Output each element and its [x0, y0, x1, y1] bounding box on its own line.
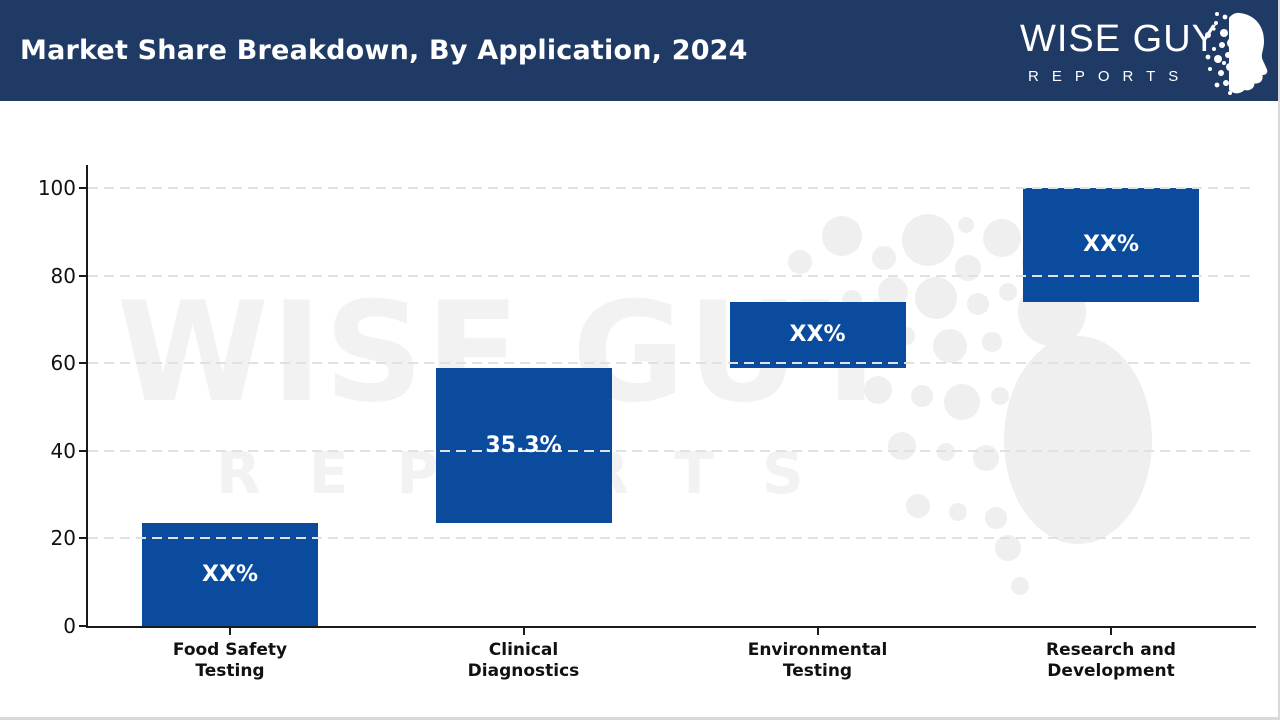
- y-tick-mark-40: [79, 449, 88, 452]
- bar-value-label-clinical-diagnostics: 35.3%: [485, 432, 562, 458]
- x-tick-mark-research-and-development: [1110, 628, 1112, 635]
- x-axis-label-line: Research and: [1046, 640, 1176, 660]
- x-tick-mark-environmental-testing: [816, 628, 819, 635]
- gridline-60: [88, 362, 1254, 365]
- y-tick-label-20: 20: [50, 526, 76, 551]
- gridline-40: [88, 449, 1254, 452]
- x-tick-mark-food-safety-testing: [229, 628, 231, 635]
- y-axis-line: [86, 165, 88, 628]
- bar-clinical-diagnostics: [435, 368, 612, 524]
- x-axis-label-line: Testing: [782, 661, 853, 681]
- y-tick-mark-0: [79, 625, 88, 627]
- y-tick-label-100: 100: [37, 176, 76, 200]
- x-tick-mark-clinical-diagnostics: [522, 628, 525, 635]
- bar-food-safety-testing: [142, 523, 318, 626]
- y-tick-mark-100: [79, 187, 88, 189]
- wise-guy-reports-logo: WISE GUY REPORTS: [1020, 12, 1268, 95]
- bar-value-label-research-and-development: XX%: [1083, 232, 1139, 258]
- gridline-100: [88, 187, 1254, 189]
- header-band: Market Share Breakdown, By Application, …: [0, 0, 1278, 101]
- y-tick-mark-80: [79, 274, 88, 277]
- logo-subtext: REPORTS: [1028, 68, 1191, 85]
- x-axis-label-food-safety-testing: Food Safety Testing: [100, 640, 360, 682]
- y-tick-label-0: 0: [63, 614, 76, 638]
- x-axis-label-environmental-testing: Environmental Testing: [688, 640, 948, 682]
- y-tick-label-60: 60: [50, 351, 76, 376]
- dotted-face-icon: [1205, 12, 1268, 95]
- y-tick-label-40: 40: [50, 438, 76, 463]
- gridline-80: [88, 274, 1254, 277]
- y-tick-label-80: 80: [50, 263, 76, 288]
- y-tick-mark-60: [79, 362, 88, 365]
- x-axis-label-line: Development: [1047, 661, 1175, 681]
- x-axis-label-line: Testing: [195, 661, 265, 681]
- x-axis-label-line: Environmental: [747, 640, 888, 660]
- gridline-20: [88, 537, 1254, 540]
- bar-value-label-environmental-testing: XX%: [789, 322, 846, 348]
- bar-value-label-food-safety-testing: XX%: [202, 561, 258, 587]
- x-axis-label-clinical-diagnostics: Clinical Diagnostics: [394, 640, 654, 682]
- x-axis-label-line: Clinical: [488, 640, 559, 660]
- x-axis-label-line: Diagnostics: [467, 661, 580, 681]
- y-tick-mark-20: [79, 537, 88, 540]
- x-axis-line: [86, 626, 1256, 628]
- logo-wordmark: WISE GUY: [1020, 18, 1218, 60]
- x-axis-label-research-and-development: Research and Development: [981, 640, 1241, 682]
- x-axis-label-line: Food Safety: [172, 640, 288, 660]
- page-title: Market Share Breakdown, By Application, …: [20, 35, 748, 66]
